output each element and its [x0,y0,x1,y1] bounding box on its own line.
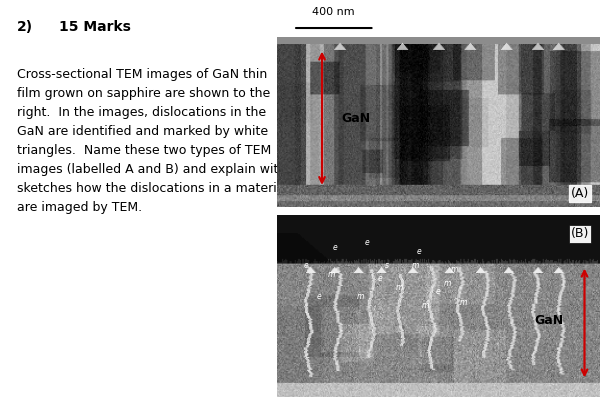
Text: e: e [303,261,308,270]
Text: e: e [317,292,321,301]
Text: e: e [332,243,337,252]
Text: (B): (B) [571,227,589,240]
Text: e: e [365,238,370,247]
Text: 15 Marks: 15 Marks [59,20,131,34]
Text: m: m [396,283,403,292]
Text: m: m [412,261,419,270]
Text: e: e [377,274,382,283]
Text: 2): 2) [17,20,33,34]
Text: e: e [436,287,440,296]
Text: m: m [444,279,452,288]
Text: e: e [416,247,421,256]
Text: m: m [450,265,458,274]
Text: 400 nm: 400 nm [312,7,355,17]
Text: GaN: GaN [535,314,563,327]
Text: m: m [357,292,364,301]
Text: GaN: GaN [341,112,370,125]
Text: Cross-sectional TEM images of GaN thin
film grown on sapphire are shown to the
r: Cross-sectional TEM images of GaN thin f… [17,68,288,214]
Text: m: m [421,301,429,310]
Text: m: m [460,298,467,307]
Text: s: s [385,261,388,270]
Text: (A): (A) [571,187,589,200]
Text: m: m [328,270,335,279]
